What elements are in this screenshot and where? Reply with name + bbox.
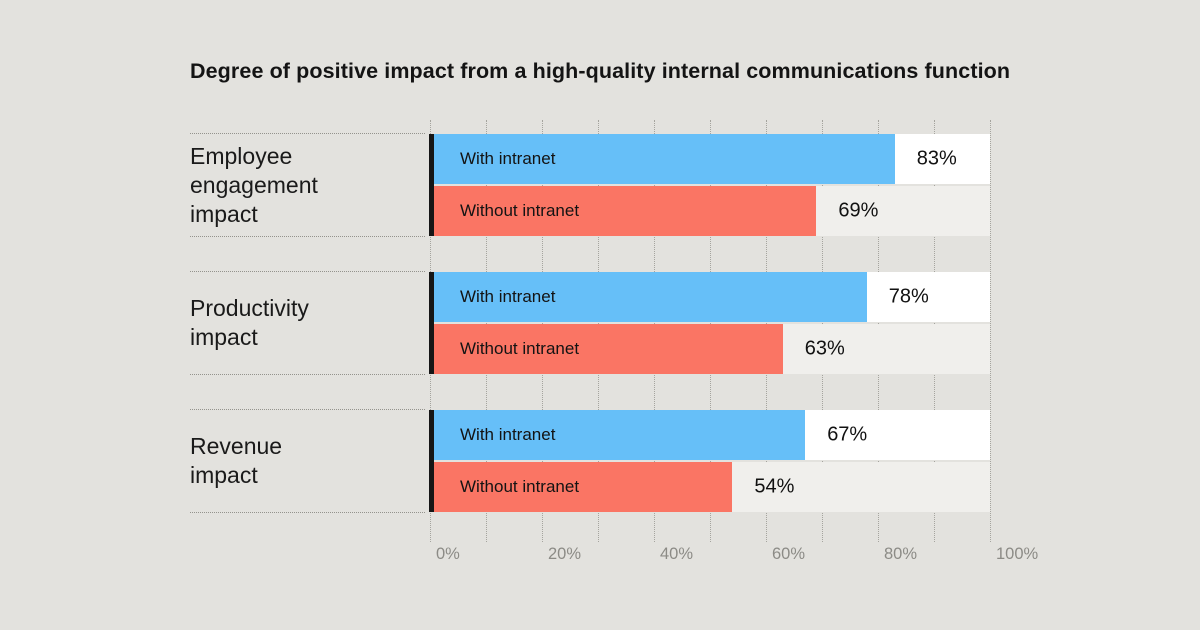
bar-chart: Employee engagement impact With intranet… <box>190 133 990 548</box>
bar-track-without-intranet: Without intranet 63% <box>430 324 990 374</box>
with-intranet-bar: With intranet <box>430 410 806 460</box>
x-axis-tick-label: 60% <box>772 545 806 563</box>
bar-track-with-intranet: With intranet 83% <box>430 134 990 184</box>
bar-series-label: With intranet <box>460 149 556 168</box>
with-intranet-bar: With intranet <box>430 272 867 322</box>
x-axis-tick-label: 0% <box>436 545 460 563</box>
bar-series-label: Without intranet <box>460 339 580 358</box>
x-axis-tick-label: 20% <box>548 545 582 563</box>
bars-area: With intranet 78% Without intranet 63% <box>429 272 990 374</box>
x-axis: 0% 20% 40% 60% 80% 100% <box>430 545 1050 567</box>
bars-area: With intranet 67% Without intranet 54% <box>429 410 990 512</box>
category-label: Employee engagement impact <box>190 142 318 227</box>
bar-series-label: Without intranet <box>460 477 580 496</box>
bar-series-label: Without intranet <box>460 201 580 220</box>
bar-value-label: 83% <box>916 147 957 170</box>
bar-value-label: 78% <box>888 285 929 308</box>
bar-value-label: 54% <box>754 475 795 498</box>
category-label: Revenue impact <box>190 433 283 488</box>
x-axis-tick-label: 40% <box>660 545 694 563</box>
bar-track-with-intranet: With intranet 67% <box>430 410 990 460</box>
category-group: Productivity impact With intranet 78% Wi… <box>190 271 990 375</box>
without-intranet-bar: Without intranet <box>430 324 783 374</box>
with-intranet-bar: With intranet <box>430 134 895 184</box>
without-intranet-bar: Without intranet <box>430 462 733 512</box>
category-group: Employee engagement impact With intranet… <box>190 133 990 237</box>
x-axis-tick-label: 100% <box>996 545 1039 563</box>
bar-track-without-intranet: Without intranet 54% <box>430 462 990 512</box>
bar-track-without-intranet: Without intranet 69% <box>430 186 990 236</box>
bar-value-label: 69% <box>838 199 879 222</box>
bar-value-label: 67% <box>827 423 868 446</box>
axis-baseline <box>429 410 434 512</box>
x-axis-tick-label: 80% <box>884 545 918 563</box>
bar-series-label: With intranet <box>460 287 556 306</box>
bar-track-with-intranet: With intranet 78% <box>430 272 990 322</box>
bar-series-label: With intranet <box>460 425 556 444</box>
category-group: Revenue impact With intranet 67% Without… <box>190 409 990 513</box>
without-intranet-bar: Without intranet <box>430 186 817 236</box>
bars-area: With intranet 83% Without intranet 69% <box>429 134 990 236</box>
bar-value-label: 63% <box>804 337 845 360</box>
category-cell: Revenue impact <box>190 409 430 513</box>
axis-baseline <box>429 134 434 236</box>
axis-baseline <box>429 272 434 374</box>
chart-title: Degree of positive impact from a high-qu… <box>190 59 1011 83</box>
category-cell: Productivity impact <box>190 271 430 375</box>
category-cell: Employee engagement impact <box>190 133 430 237</box>
category-label: Productivity impact <box>190 295 309 350</box>
